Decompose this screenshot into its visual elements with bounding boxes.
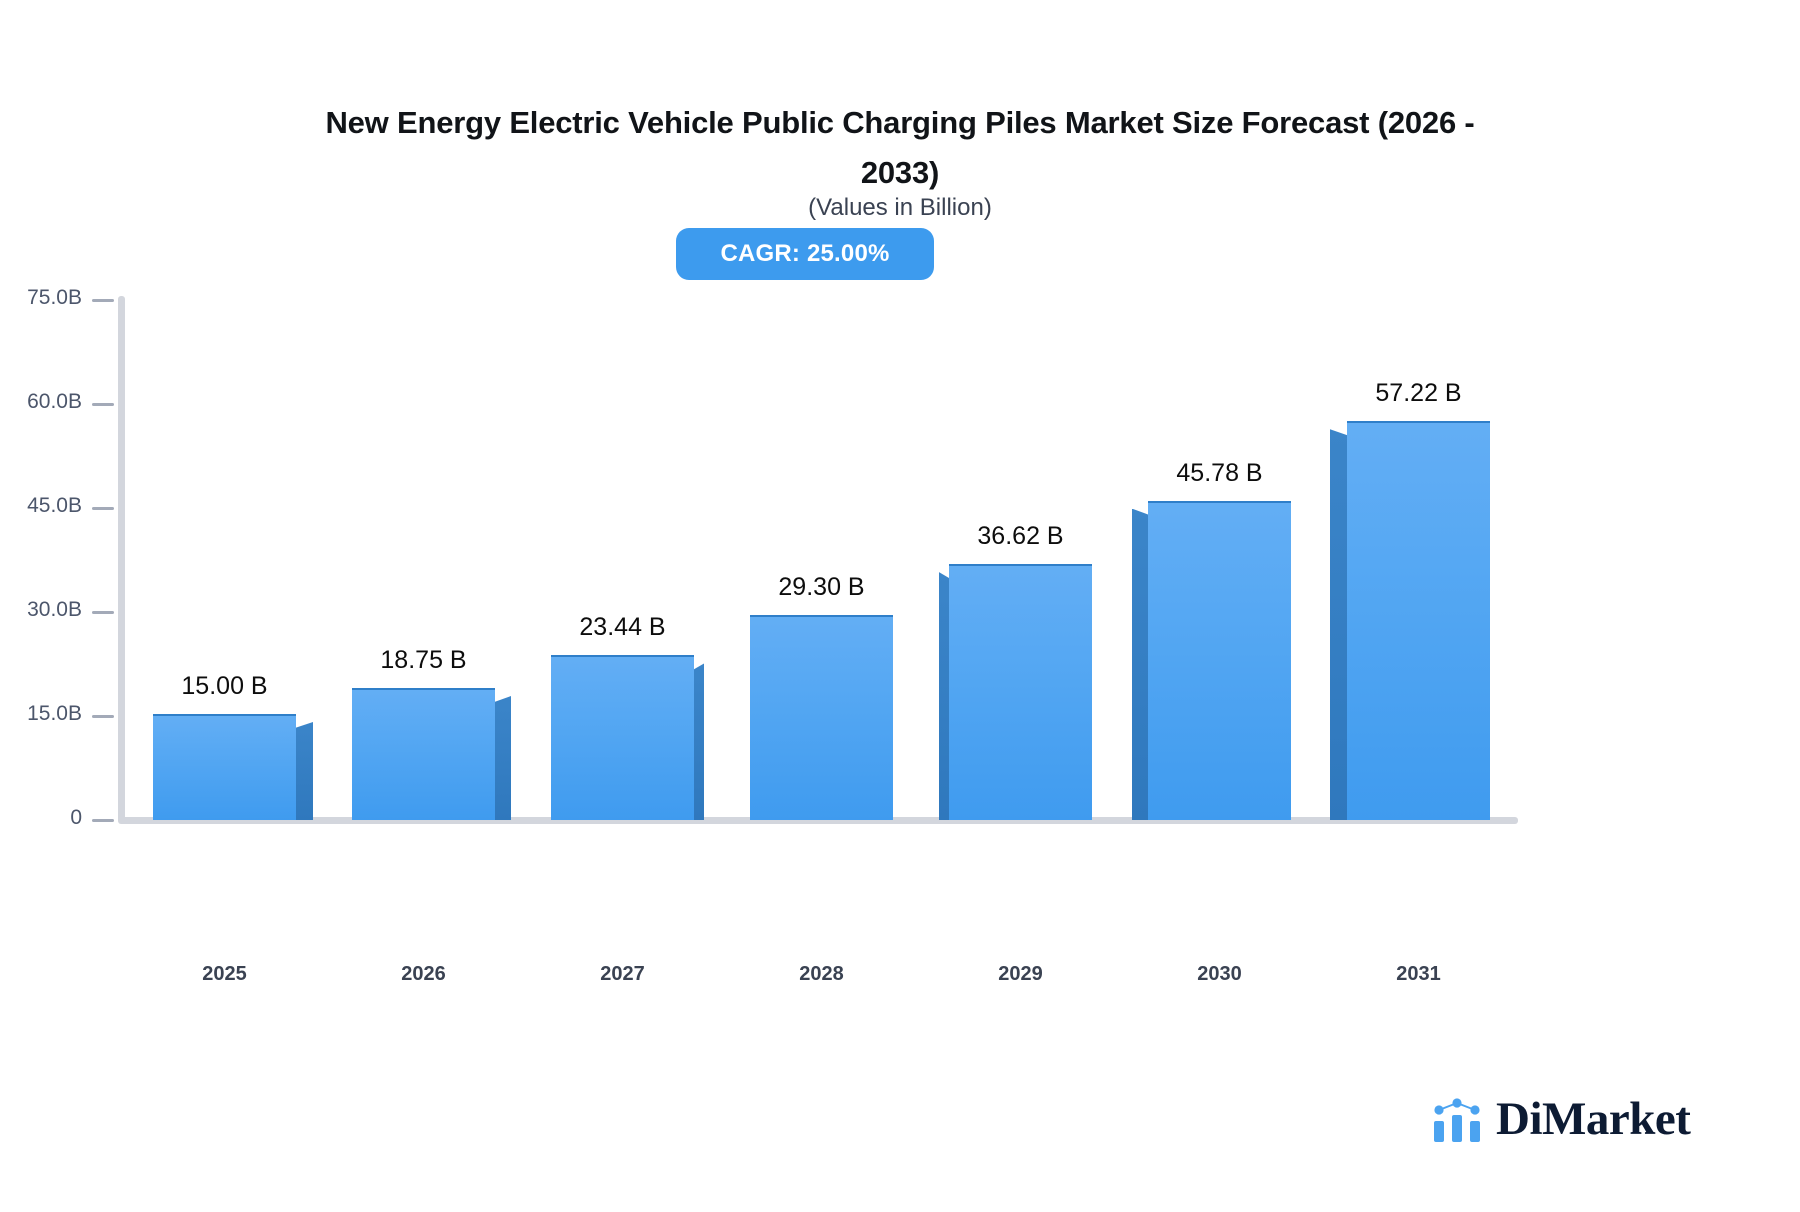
y-tick-label: 30.0B [27, 598, 82, 621]
x-tick-label-2025: 2025 [202, 963, 247, 985]
chart-title-line-1: New Energy Electric Vehicle Public Charg… [325, 105, 1475, 140]
x-tick-label-2028: 2028 [799, 963, 844, 985]
y-tick-label: 60.0B [27, 390, 82, 413]
y-tick-label: 45.0B [27, 494, 82, 517]
y-tick-mark [92, 299, 114, 302]
bar-2027[interactable] [551, 655, 704, 820]
bar-2029[interactable] [939, 564, 1092, 820]
y-tick-label: 75.0B [27, 286, 82, 309]
y-tick-mark [92, 507, 114, 510]
bar-front-face [949, 564, 1092, 820]
logo-wordmark: DiMarket [1496, 1093, 1691, 1145]
bar-side-left [939, 572, 949, 820]
bar-front-face [153, 714, 296, 820]
bar-chart-icon [1432, 1097, 1484, 1143]
x-tick-label-2027: 2027 [600, 963, 645, 985]
bar-2025[interactable] [153, 714, 313, 820]
chart-title: New Energy Electric Vehicle Public Charg… [150, 98, 1650, 198]
y-tick-mark [92, 403, 114, 406]
y-tick-label: 15.0B [27, 702, 82, 725]
bar-front-face [551, 655, 694, 820]
bar-front-face [750, 614, 893, 820]
cagr-badge: CAGR: 25.00% [676, 228, 934, 280]
cagr-badge-label: CAGR: 25.00% [720, 240, 890, 267]
bar-side-right [694, 663, 704, 820]
bar-front-face [1148, 500, 1291, 820]
dimarket-logo: DiMarket [1432, 1093, 1691, 1145]
bar-value-label: 23.44 B [579, 613, 666, 642]
bar-2028[interactable] [750, 614, 893, 820]
bar-2031[interactable] [1330, 421, 1490, 820]
x-tick-label-2031: 2031 [1396, 963, 1441, 985]
bar-front-face [1347, 421, 1490, 820]
bar-side-right [296, 722, 313, 820]
bar-side-right [495, 696, 511, 820]
bar-value-label: 36.62 B [977, 522, 1064, 551]
x-tick-label-2030: 2030 [1197, 963, 1242, 985]
y-axis-line [118, 296, 125, 823]
x-tick-label-2026: 2026 [401, 963, 446, 985]
bar-value-label: 15.00 B [181, 672, 268, 700]
y-tick-label: 0 [70, 806, 82, 829]
y-tick-mark [92, 819, 114, 822]
bar-value-label: 57.22 B [1375, 379, 1462, 408]
x-axis-line [118, 817, 1518, 824]
chart-subtitle: (Values in Billion) [808, 194, 992, 221]
bar-side-left [1132, 508, 1148, 820]
chart-title-line-2: 2033) [860, 155, 940, 190]
x-tick-label-2029: 2029 [998, 963, 1043, 985]
bar-front-face [352, 688, 495, 820]
bar-2026[interactable] [352, 688, 511, 820]
bar-value-label: 18.75 B [380, 646, 467, 674]
bar-value-label: 29.30 B [778, 572, 865, 601]
bar-value-label: 45.78 B [1176, 458, 1263, 487]
y-tick-mark [92, 715, 114, 718]
bar-2030[interactable] [1132, 500, 1291, 820]
bar-side-left [1330, 429, 1347, 820]
y-tick-mark [92, 611, 114, 614]
